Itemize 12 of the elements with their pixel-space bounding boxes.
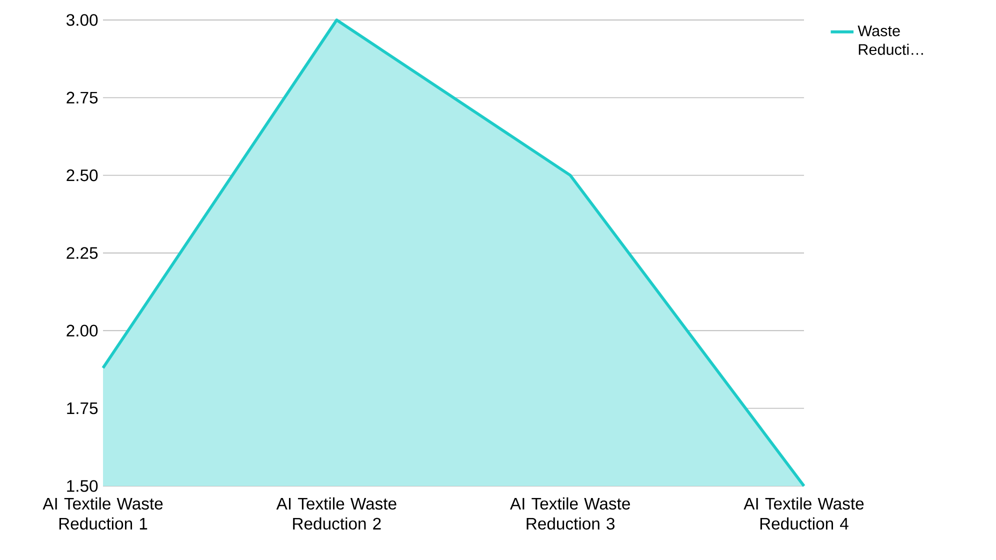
y-tick-label: 1.50 <box>67 480 98 492</box>
x-tick-label: AI Textile Waste Reduction 1 <box>42 497 163 530</box>
x-tick-label: AI Textile Waste Reduction 3 <box>510 497 630 530</box>
y-tick-label: 2.75 <box>66 92 98 104</box>
y-tick-label: 3.00 <box>66 14 98 26</box>
x-tick-label: AI Textile Waste Reduction 2 <box>276 497 396 530</box>
legend-label: Waste Reducti… <box>858 26 923 55</box>
y-tick-label: 2.25 <box>66 247 98 259</box>
y-tick-label: 2.00 <box>66 324 98 337</box>
y-tick-label: 1.75 <box>67 402 98 414</box>
x-tick-label: AI Textile Waste Reduction 4 <box>744 497 864 530</box>
y-tick-label: 2.50 <box>66 169 98 182</box>
